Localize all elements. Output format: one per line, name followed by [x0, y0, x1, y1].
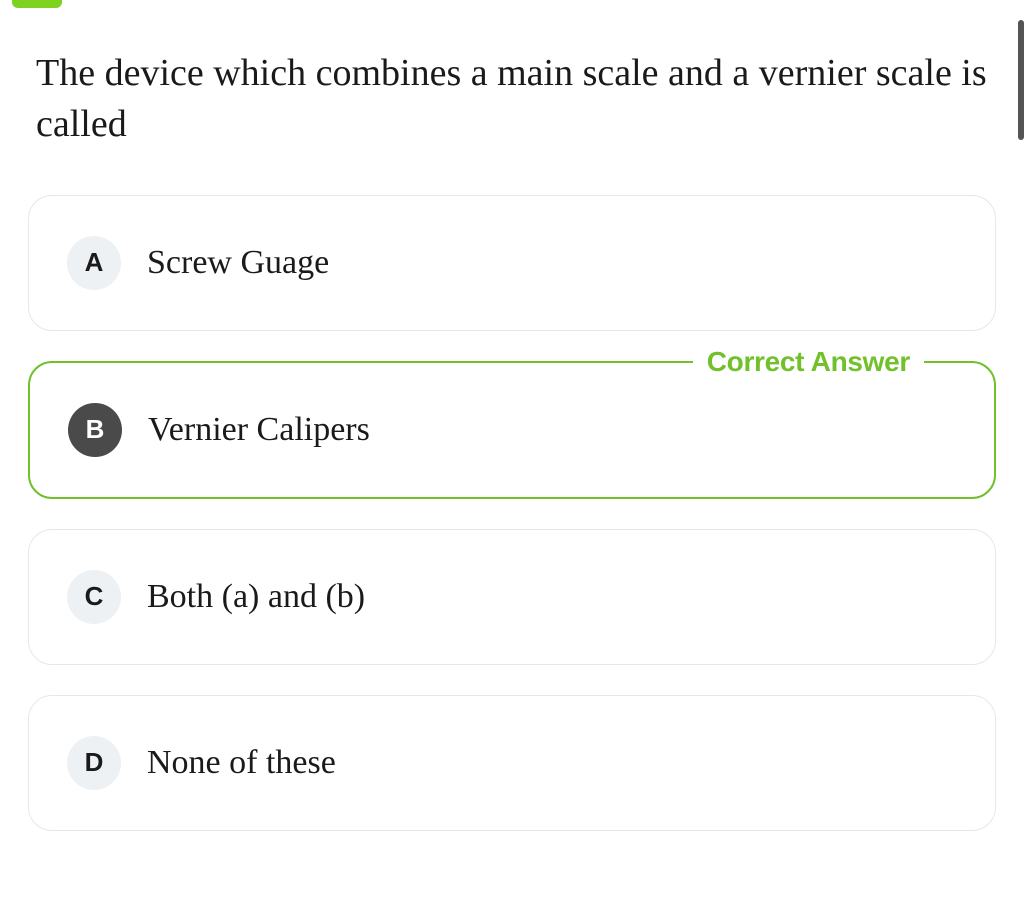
options-container: A Screw Guage Correct Answer B Vernier C…	[28, 195, 996, 831]
option-label: Both (a) and (b)	[147, 578, 365, 616]
option-a[interactable]: A Screw Guage	[28, 195, 996, 331]
option-label: None of these	[147, 744, 336, 782]
top-progress-indicator	[12, 0, 62, 8]
option-letter: D	[67, 736, 121, 790]
option-c[interactable]: C Both (a) and (b)	[28, 529, 996, 665]
option-letter: B	[68, 403, 122, 457]
correct-answer-badge: Correct Answer	[693, 346, 924, 378]
scrollbar[interactable]	[1018, 20, 1024, 140]
option-letter: A	[67, 236, 121, 290]
option-d[interactable]: D None of these	[28, 695, 996, 831]
option-letter: C	[67, 570, 121, 624]
option-label: Vernier Calipers	[148, 411, 370, 449]
option-b[interactable]: Correct Answer B Vernier Calipers	[28, 361, 996, 499]
question-text: The device which combines a main scale a…	[28, 48, 996, 151]
option-label: Screw Guage	[147, 244, 329, 282]
